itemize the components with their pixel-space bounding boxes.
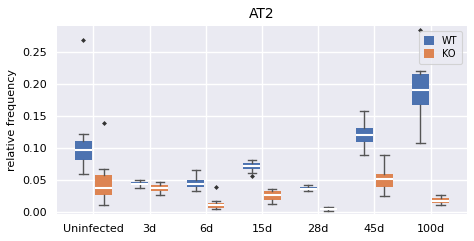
PathPatch shape	[320, 208, 337, 210]
PathPatch shape	[187, 180, 204, 187]
PathPatch shape	[412, 74, 429, 105]
PathPatch shape	[208, 203, 224, 208]
PathPatch shape	[432, 198, 449, 203]
PathPatch shape	[244, 163, 260, 169]
PathPatch shape	[356, 128, 373, 142]
PathPatch shape	[300, 187, 317, 190]
Y-axis label: relative frequency: relative frequency	[7, 69, 17, 171]
Legend: WT, KO: WT, KO	[419, 31, 462, 64]
Title: AT2: AT2	[249, 7, 275, 21]
PathPatch shape	[376, 174, 393, 187]
PathPatch shape	[75, 141, 92, 160]
PathPatch shape	[95, 175, 112, 195]
PathPatch shape	[151, 186, 168, 191]
PathPatch shape	[131, 182, 148, 186]
PathPatch shape	[264, 191, 281, 200]
